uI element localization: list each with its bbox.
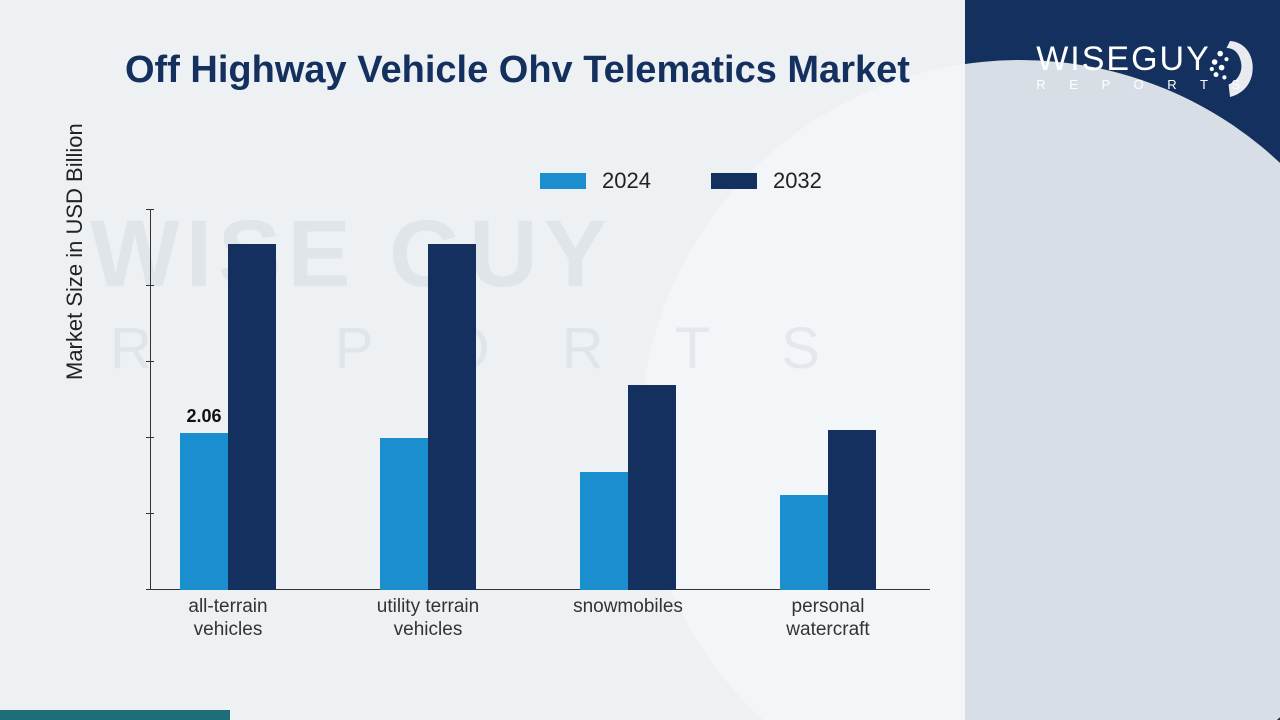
legend-item-2032: 2032 bbox=[711, 168, 822, 194]
legend-swatch-2024 bbox=[540, 173, 586, 189]
legend-swatch-2032 bbox=[711, 173, 757, 189]
bar bbox=[180, 433, 228, 590]
y-tick bbox=[146, 437, 154, 438]
bar-group: utility terrain vehicles bbox=[380, 210, 520, 590]
legend-item-2024: 2024 bbox=[540, 168, 651, 194]
bar bbox=[380, 438, 428, 590]
brand-logo: WISEGUY R E P O R T S bbox=[1036, 40, 1250, 92]
y-tick bbox=[146, 285, 154, 286]
bar-group: 2.06all-terrain vehicles bbox=[180, 210, 320, 590]
bar bbox=[828, 430, 876, 590]
bar bbox=[428, 244, 476, 590]
bar bbox=[780, 495, 828, 590]
chart-title: Off Highway Vehicle Ohv Telematics Marke… bbox=[125, 48, 910, 94]
bar-group: snowmobiles bbox=[580, 210, 720, 590]
category-label: snowmobiles bbox=[558, 596, 698, 619]
category-label: utility terrain vehicles bbox=[358, 596, 498, 642]
bottom-accent-bar bbox=[0, 710, 230, 720]
y-tick bbox=[146, 361, 154, 362]
y-tick bbox=[146, 513, 154, 514]
category-label: all-terrain vehicles bbox=[158, 596, 298, 642]
y-axis bbox=[150, 210, 151, 590]
category-label: personal watercraft bbox=[758, 596, 898, 642]
bar-chart: 2.06all-terrain vehicles utility terrain … bbox=[130, 210, 930, 590]
brain-head-icon bbox=[1188, 34, 1258, 104]
y-tick bbox=[146, 589, 154, 590]
legend-label-2024: 2024 bbox=[602, 168, 651, 194]
legend-label-2032: 2032 bbox=[773, 168, 822, 194]
bar bbox=[580, 472, 628, 590]
page: WISEGUY R E P O R T S Off Highway Vehicl… bbox=[0, 0, 1280, 720]
y-tick bbox=[146, 209, 154, 210]
y-axis-label: Market Size in USD Billion bbox=[62, 123, 88, 380]
legend: 2024 2032 bbox=[540, 168, 822, 194]
bar-value-label: 2.06 bbox=[169, 406, 239, 427]
bar bbox=[628, 385, 676, 590]
bar-group: personal watercraft bbox=[780, 210, 920, 590]
